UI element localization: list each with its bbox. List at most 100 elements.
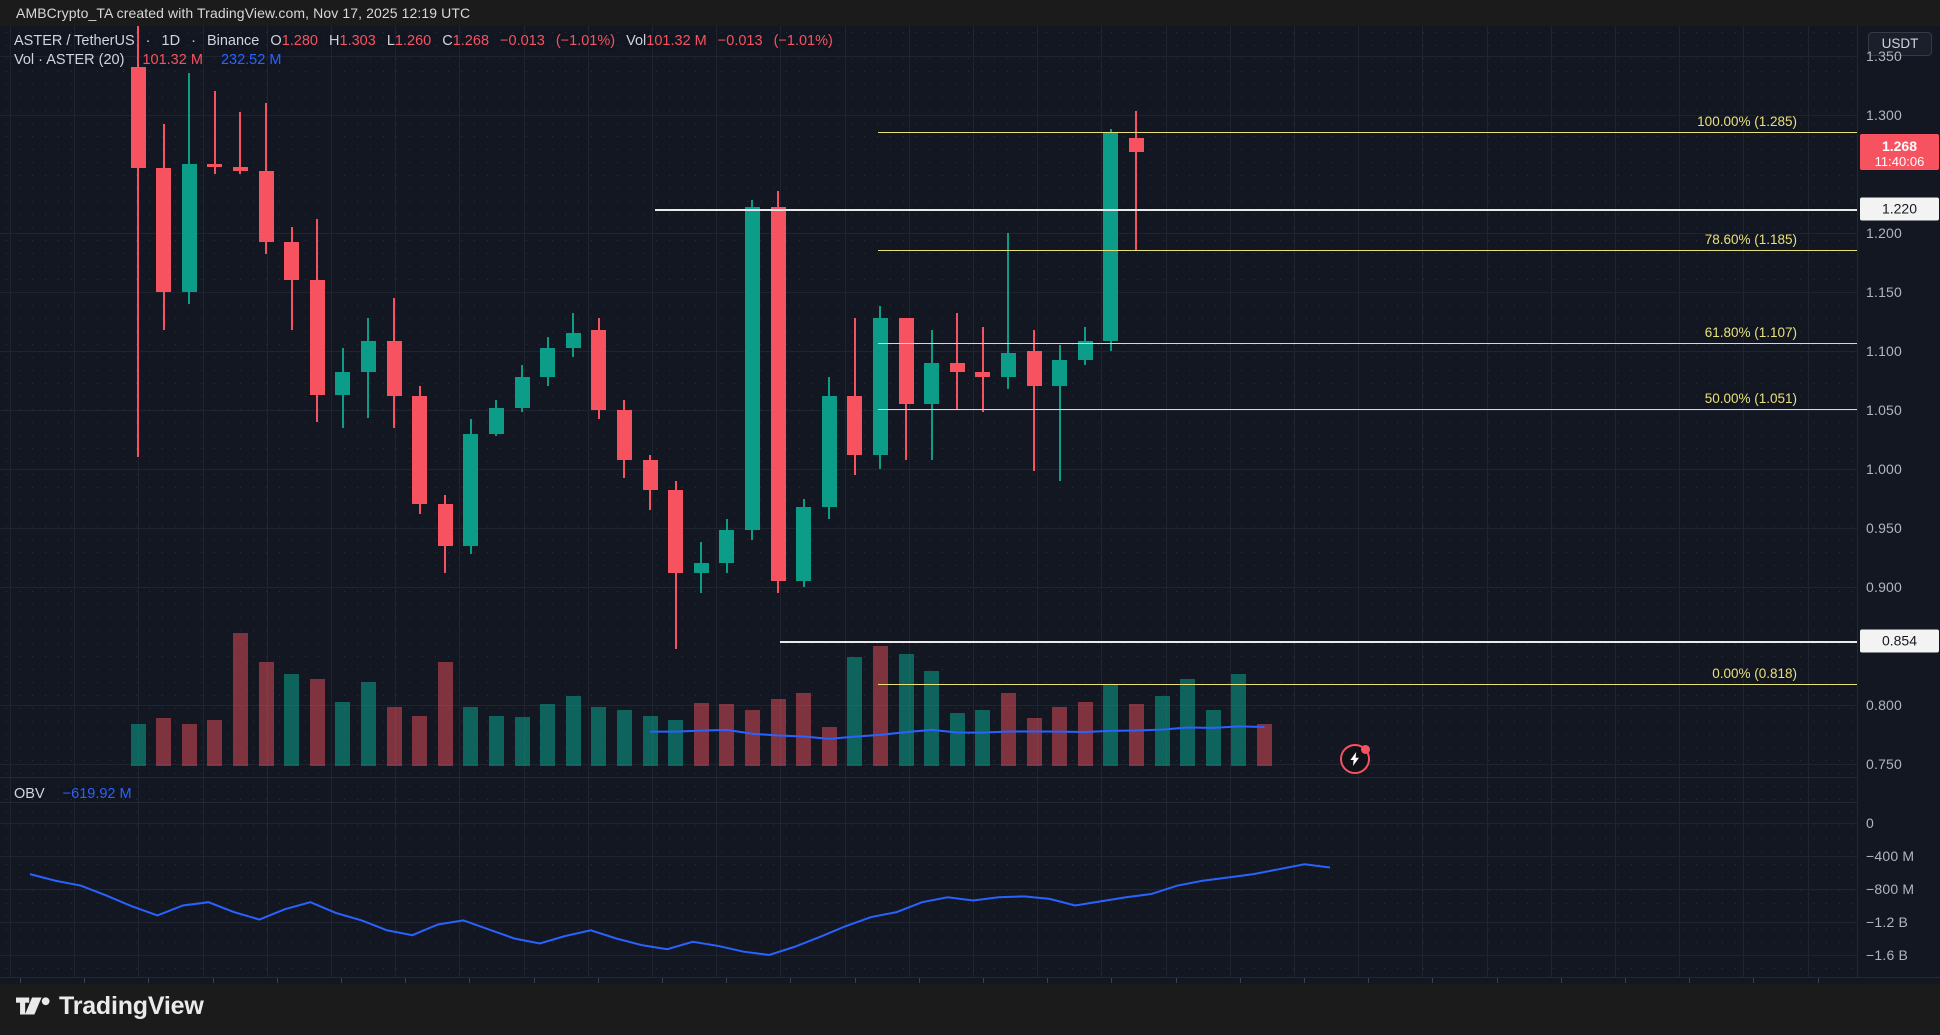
volume-bar[interactable] bbox=[744, 710, 760, 766]
volume-bar[interactable] bbox=[232, 633, 248, 766]
volume-bar[interactable] bbox=[719, 704, 735, 766]
candlestick[interactable] bbox=[1128, 26, 1144, 782]
volume-bar[interactable] bbox=[924, 670, 940, 766]
candlestick[interactable] bbox=[770, 26, 786, 782]
obv-label[interactable]: OBV bbox=[14, 786, 45, 802]
candlestick[interactable] bbox=[1077, 26, 1093, 782]
volume-bar[interactable] bbox=[949, 712, 965, 766]
tradingview-logo[interactable]: TradingView bbox=[16, 991, 204, 1021]
volume-bar[interactable] bbox=[412, 715, 428, 766]
price-level-badge[interactable]: 1.220 bbox=[1860, 197, 1939, 221]
price-level-badge[interactable]: 0.854 bbox=[1860, 629, 1939, 653]
fib-level-line[interactable] bbox=[878, 250, 1857, 252]
candlestick[interactable] bbox=[668, 26, 684, 782]
volume-bar[interactable] bbox=[514, 717, 530, 766]
volume-bar[interactable] bbox=[386, 707, 402, 766]
candlestick[interactable] bbox=[540, 26, 556, 782]
volume-bar[interactable] bbox=[437, 662, 453, 766]
candlestick[interactable] bbox=[360, 26, 376, 782]
volume-bar[interactable] bbox=[770, 698, 786, 766]
volume-bar[interactable] bbox=[540, 704, 556, 766]
volume-bar[interactable] bbox=[1180, 679, 1196, 766]
candlestick[interactable] bbox=[565, 26, 581, 782]
candlestick[interactable] bbox=[514, 26, 530, 782]
candlestick[interactable] bbox=[1000, 26, 1016, 782]
volume-pane[interactable] bbox=[0, 626, 1857, 800]
candlestick[interactable] bbox=[232, 26, 248, 782]
candlestick[interactable] bbox=[616, 26, 632, 782]
candlestick[interactable] bbox=[949, 26, 965, 782]
volume-bar[interactable] bbox=[1103, 684, 1119, 766]
volume-bar[interactable] bbox=[488, 715, 504, 766]
volume-bar[interactable] bbox=[693, 703, 709, 766]
candlestick[interactable] bbox=[591, 26, 607, 782]
candlestick[interactable] bbox=[898, 26, 914, 782]
candlestick[interactable] bbox=[975, 26, 991, 782]
candlestick[interactable] bbox=[181, 26, 197, 782]
candlestick[interactable] bbox=[821, 26, 837, 782]
event-marker-badge[interactable] bbox=[1340, 744, 1370, 774]
volume-bar[interactable] bbox=[1154, 696, 1170, 766]
candlestick[interactable] bbox=[309, 26, 325, 782]
fib-level-line[interactable] bbox=[878, 342, 1857, 344]
horizontal-level-line[interactable] bbox=[655, 209, 1857, 211]
candlestick[interactable] bbox=[719, 26, 735, 782]
volume-bar[interactable] bbox=[1052, 707, 1068, 766]
fib-level-line[interactable] bbox=[878, 683, 1857, 685]
candlestick[interactable] bbox=[796, 26, 812, 782]
volume-bar[interactable] bbox=[1205, 710, 1221, 766]
price-axis[interactable]: USDT 1.350 1.300 1.200 1.150 1.100 1.050 1.000… bbox=[1857, 26, 1940, 977]
candlestick[interactable] bbox=[924, 26, 940, 782]
volume-bar[interactable] bbox=[360, 682, 376, 766]
volume-bar[interactable] bbox=[463, 707, 479, 766]
candlestick[interactable] bbox=[386, 26, 402, 782]
volume-bar[interactable] bbox=[1256, 724, 1272, 766]
candlestick[interactable] bbox=[156, 26, 172, 782]
candlestick[interactable] bbox=[258, 26, 274, 782]
volume-bar[interactable] bbox=[1026, 718, 1042, 766]
volume-bar[interactable] bbox=[1231, 673, 1247, 766]
volume-bar[interactable] bbox=[898, 654, 914, 766]
candlestick[interactable] bbox=[412, 26, 428, 782]
candlestick[interactable] bbox=[1026, 26, 1042, 782]
volume-bar[interactable] bbox=[565, 696, 581, 766]
obv-line-chart[interactable] bbox=[0, 805, 1857, 977]
volume-bar[interactable] bbox=[1077, 701, 1093, 766]
volume-bar[interactable] bbox=[1128, 704, 1144, 766]
volume-bar[interactable] bbox=[642, 715, 658, 766]
price-pane[interactable] bbox=[0, 26, 1857, 782]
obv-pane[interactable] bbox=[0, 805, 1857, 977]
candlestick[interactable] bbox=[130, 26, 146, 782]
candlestick[interactable] bbox=[872, 26, 888, 782]
volume-bar[interactable] bbox=[207, 719, 223, 766]
volume-bar[interactable] bbox=[335, 701, 351, 766]
volume-bar[interactable] bbox=[181, 724, 197, 766]
volume-bar[interactable] bbox=[847, 656, 863, 766]
candlestick[interactable] bbox=[207, 26, 223, 782]
chart-plot-area[interactable]: 100.00% (1.285) 78.60% (1.185) 61.80% (1.1… bbox=[0, 26, 1857, 977]
candlestick[interactable] bbox=[693, 26, 709, 782]
candlestick[interactable] bbox=[1052, 26, 1068, 782]
currency-chip[interactable]: USDT bbox=[1868, 32, 1932, 56]
candlestick[interactable] bbox=[437, 26, 453, 782]
legend-exchange[interactable]: Binance bbox=[206, 33, 260, 49]
candlestick[interactable] bbox=[488, 26, 504, 782]
volume-bar[interactable] bbox=[975, 710, 991, 766]
candlestick[interactable] bbox=[642, 26, 658, 782]
last-price-badge[interactable]: 1.268 11:40:06 bbox=[1860, 134, 1939, 171]
volume-bar[interactable] bbox=[284, 673, 300, 766]
fib-level-line[interactable] bbox=[878, 408, 1857, 410]
volume-study-name[interactable]: Vol · ASTER (20) bbox=[14, 52, 125, 68]
volume-bar[interactable] bbox=[1000, 693, 1016, 766]
legend-interval[interactable]: 1D bbox=[161, 33, 181, 49]
candlestick[interactable] bbox=[847, 26, 863, 782]
candlestick[interactable] bbox=[463, 26, 479, 782]
volume-bar[interactable] bbox=[258, 662, 274, 766]
volume-bar[interactable] bbox=[156, 718, 172, 766]
fib-level-line[interactable] bbox=[878, 132, 1857, 134]
volume-bar[interactable] bbox=[796, 693, 812, 766]
volume-bar[interactable] bbox=[309, 679, 325, 766]
volume-bar[interactable] bbox=[130, 724, 146, 766]
candlestick[interactable] bbox=[1103, 26, 1119, 782]
horizontal-level-line[interactable] bbox=[780, 641, 1857, 644]
